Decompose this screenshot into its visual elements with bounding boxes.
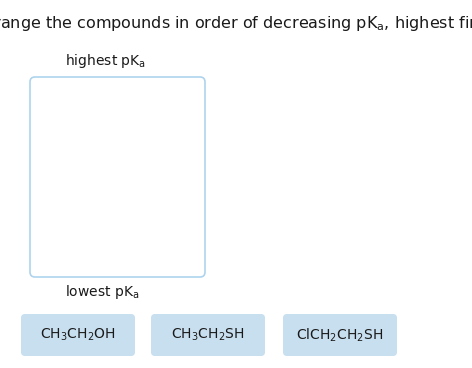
Text: highest pK$_\mathregular{a}$: highest pK$_\mathregular{a}$ (65, 52, 146, 70)
Text: Arrange the compounds in order of decreasing pK$_\mathregular{a}$, highest first: Arrange the compounds in order of decrea… (0, 14, 472, 33)
Text: CH$_3$CH$_2$OH: CH$_3$CH$_2$OH (40, 327, 116, 343)
FancyBboxPatch shape (151, 314, 265, 356)
FancyBboxPatch shape (283, 314, 397, 356)
FancyBboxPatch shape (30, 77, 205, 277)
FancyBboxPatch shape (21, 314, 135, 356)
Text: ClCH$_2$CH$_2$SH: ClCH$_2$CH$_2$SH (296, 326, 384, 344)
Text: CH$_3$CH$_2$SH: CH$_3$CH$_2$SH (171, 327, 245, 343)
Text: lowest pK$_\mathregular{a}$: lowest pK$_\mathregular{a}$ (65, 283, 140, 301)
